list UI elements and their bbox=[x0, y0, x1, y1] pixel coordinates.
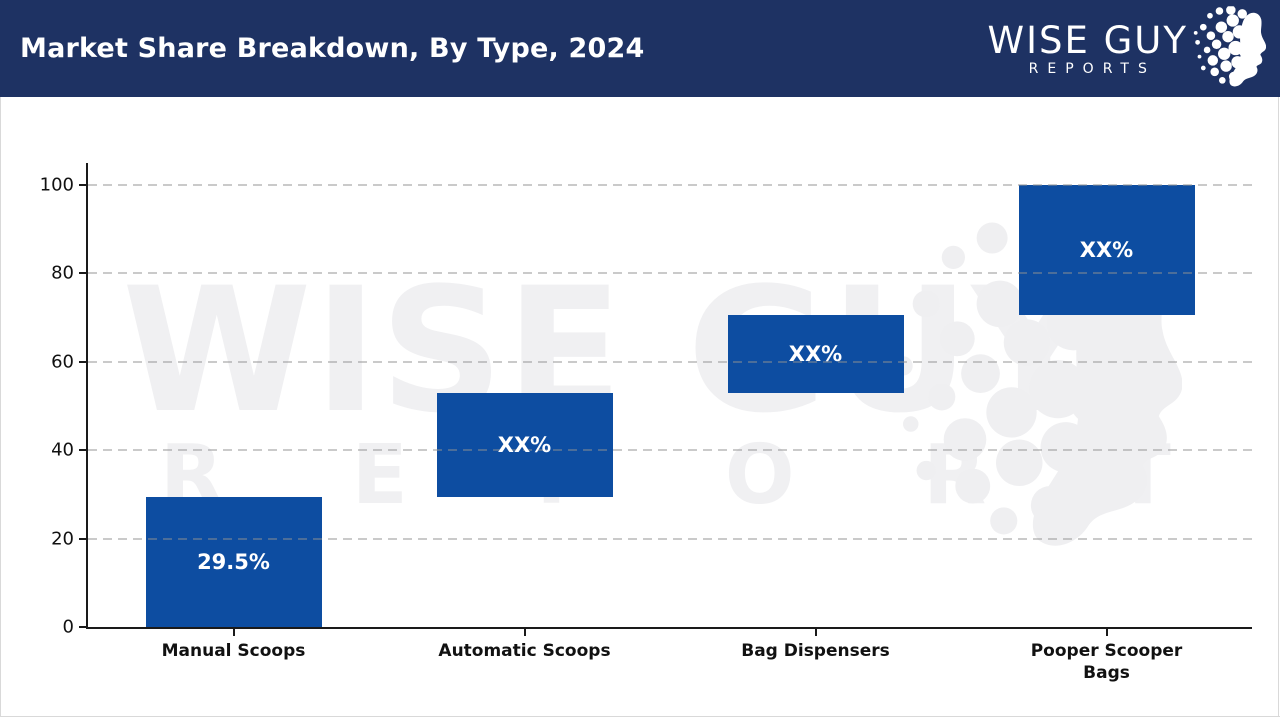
waterfall-bar bbox=[727, 315, 904, 393]
wiseguy-logo: WISE GUY REPORTS bbox=[988, 6, 1266, 92]
bar-value-label: XX% bbox=[788, 342, 843, 367]
y-tick-label: 20 bbox=[51, 528, 74, 550]
logo-subtitle: REPORTS bbox=[1028, 60, 1156, 77]
x-tick-mark bbox=[814, 629, 817, 636]
page-border-right bbox=[1278, 97, 1279, 717]
gridline bbox=[88, 360, 1252, 363]
gridline bbox=[88, 184, 1252, 187]
y-tick-mark bbox=[79, 360, 86, 363]
waterfall-bar bbox=[145, 496, 322, 627]
y-tick-label: 80 bbox=[51, 262, 74, 284]
y-tick-label: 100 bbox=[39, 174, 74, 196]
logo-wordmark: WISE GUY bbox=[987, 18, 1188, 62]
gridline bbox=[88, 272, 1252, 275]
x-axis-line bbox=[86, 627, 1252, 629]
x-tick-mark bbox=[232, 629, 235, 636]
waterfall-bar bbox=[1018, 185, 1195, 316]
y-tick-mark bbox=[79, 184, 86, 187]
x-tick-mark bbox=[1105, 629, 1108, 636]
y-tick-label: 40 bbox=[51, 439, 74, 461]
waterfall-bar bbox=[436, 392, 613, 497]
header-banner: Market Share Breakdown, By Type, 2024 WI… bbox=[0, 0, 1280, 97]
wiseguy-logo-text: WISE GUY REPORTS bbox=[988, 22, 1188, 76]
x-category-label: Automatic Scoops bbox=[438, 641, 611, 661]
x-tick-mark bbox=[523, 629, 526, 636]
bar-value-label: 29.5% bbox=[197, 549, 270, 574]
y-tick-mark bbox=[79, 537, 86, 540]
y-tick-label: 0 bbox=[62, 616, 74, 638]
y-axis-line bbox=[86, 163, 88, 629]
page-title: Market Share Breakdown, By Type, 2024 bbox=[20, 33, 645, 64]
x-category-label: Bag Dispensers bbox=[741, 641, 890, 661]
page-border-bottom bbox=[0, 716, 1280, 717]
y-tick-mark bbox=[79, 272, 86, 275]
page-border-left bbox=[0, 97, 1, 717]
bar-value-label: XX% bbox=[497, 432, 552, 457]
gridline bbox=[88, 537, 1252, 540]
x-category-label: Manual Scoops bbox=[161, 641, 306, 661]
bar-value-label: XX% bbox=[1079, 238, 1134, 263]
y-tick-mark bbox=[79, 626, 86, 628]
x-category-label: Pooper Scooper Bags bbox=[1030, 641, 1183, 684]
wiseguy-face-icon bbox=[1190, 6, 1266, 92]
y-tick-label: 60 bbox=[51, 351, 74, 373]
y-tick-mark bbox=[79, 449, 86, 452]
gridline bbox=[88, 449, 1252, 452]
